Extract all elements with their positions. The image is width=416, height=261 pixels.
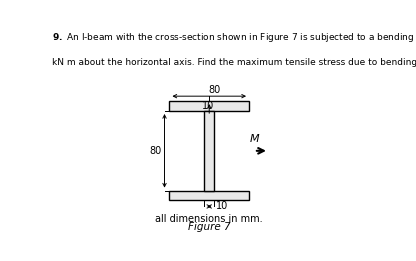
Text: 80: 80 xyxy=(208,85,220,95)
Bar xyxy=(169,191,249,200)
Text: kN m about the horizontal axis. Find the maximum tensile stress due to bending.: kN m about the horizontal axis. Find the… xyxy=(52,58,416,67)
Text: 80: 80 xyxy=(149,146,161,156)
Text: $M$: $M$ xyxy=(249,132,260,144)
Bar xyxy=(204,111,214,191)
Text: 10: 10 xyxy=(216,201,228,211)
Text: Figure 7: Figure 7 xyxy=(188,222,230,232)
Text: 10: 10 xyxy=(202,101,214,111)
Bar xyxy=(169,101,249,111)
Text: all dimensions in mm.: all dimensions in mm. xyxy=(156,214,263,224)
Text: $\bf{9.}$ An I-beam with the cross-section shown in Figure 7 is subjected to a b: $\bf{9.}$ An I-beam with the cross-secti… xyxy=(52,31,416,44)
